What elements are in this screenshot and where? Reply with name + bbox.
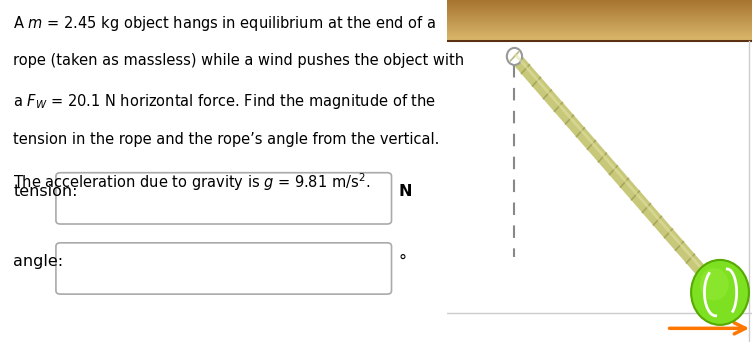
Bar <box>447 21 752 22</box>
Text: rope (taken as massless) while a wind pushes the object with: rope (taken as massless) while a wind pu… <box>14 53 465 68</box>
Bar <box>447 17 752 18</box>
Bar <box>447 4 752 5</box>
Bar <box>447 34 752 35</box>
Bar <box>447 39 752 40</box>
Text: tension in the rope and the rope’s angle from the vertical.: tension in the rope and the rope’s angle… <box>14 132 440 147</box>
Bar <box>447 36 752 37</box>
Bar <box>447 24 752 25</box>
Text: tension:: tension: <box>14 184 78 199</box>
Bar <box>447 30 752 31</box>
Bar <box>447 19 752 20</box>
Bar <box>447 3 752 4</box>
Bar <box>447 20 752 21</box>
Bar <box>447 2 752 3</box>
Bar <box>447 0 752 1</box>
Bar <box>447 26 752 27</box>
Bar <box>447 27 752 28</box>
Bar <box>447 37 752 38</box>
Bar <box>447 32 752 33</box>
Text: a $F_W$ = 20.1 N horizontal force. Find the magnitude of the: a $F_W$ = 20.1 N horizontal force. Find … <box>14 92 436 111</box>
Bar <box>447 6 752 8</box>
Bar <box>447 40 752 41</box>
Bar <box>447 18 752 19</box>
Bar <box>447 5 752 6</box>
Bar <box>447 33 752 34</box>
Bar <box>447 16 752 17</box>
Text: A $m$ = 2.45 kg object hangs in equilibrium at the end of a: A $m$ = 2.45 kg object hangs in equilibr… <box>14 14 436 33</box>
Bar <box>447 11 752 12</box>
Bar <box>447 14 752 15</box>
Bar <box>447 8 752 9</box>
Circle shape <box>507 48 522 65</box>
Bar <box>447 25 752 26</box>
Bar <box>447 38 752 39</box>
Bar <box>447 9 752 10</box>
Text: The acceleration due to gravity is $g$ = 9.81 m/s$^2$.: The acceleration due to gravity is $g$ =… <box>14 171 371 193</box>
Text: N: N <box>399 184 412 199</box>
Bar <box>447 13 752 14</box>
Bar <box>447 35 752 36</box>
Circle shape <box>691 260 749 325</box>
Bar <box>447 12 752 13</box>
Bar <box>447 29 752 30</box>
Bar <box>447 23 752 24</box>
Bar <box>447 22 752 23</box>
FancyBboxPatch shape <box>56 243 392 294</box>
FancyBboxPatch shape <box>56 173 392 224</box>
Bar <box>447 1 752 2</box>
Bar <box>447 28 752 29</box>
Text: angle:: angle: <box>14 254 64 269</box>
Bar <box>447 15 752 16</box>
Bar <box>447 31 752 32</box>
Text: °: ° <box>399 254 406 269</box>
Bar <box>447 10 752 11</box>
Circle shape <box>700 268 729 301</box>
